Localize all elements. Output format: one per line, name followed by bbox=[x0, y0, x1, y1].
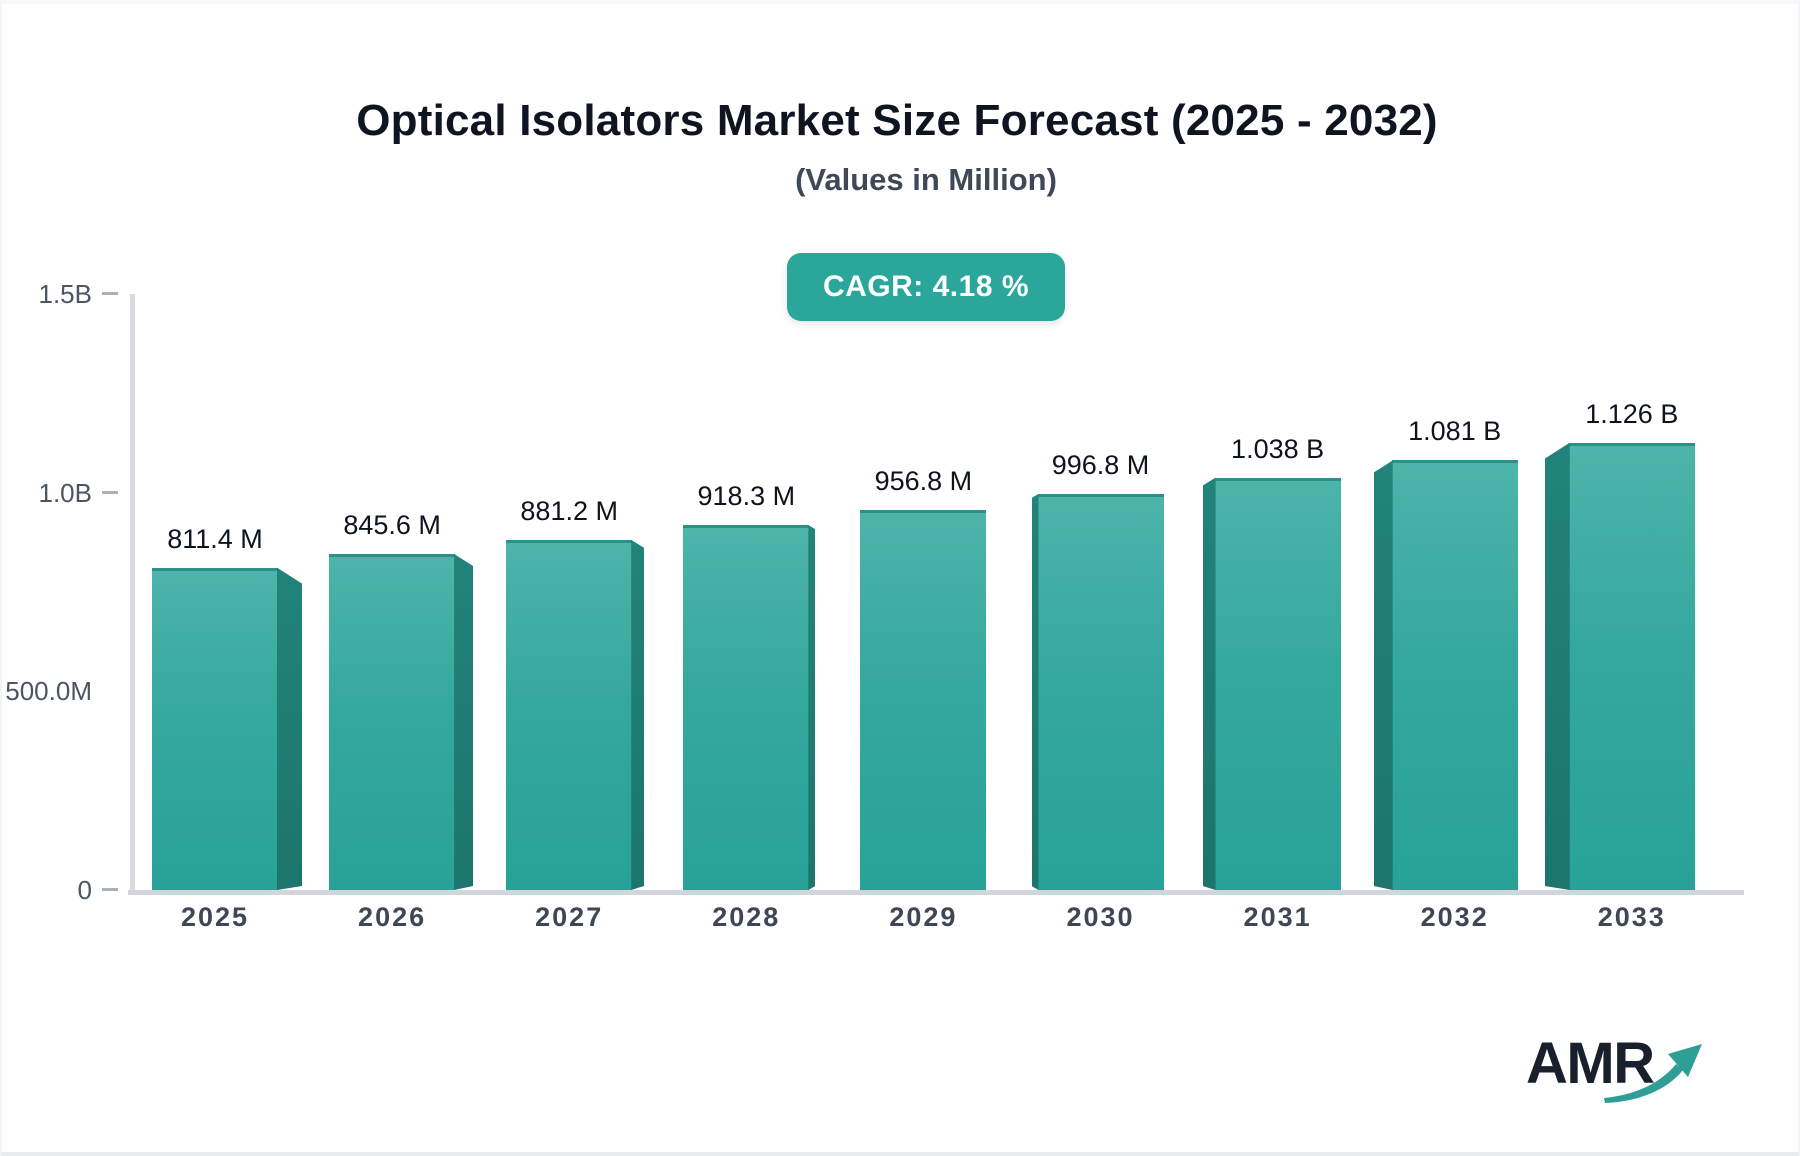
growth-arrow-icon bbox=[1604, 1044, 1702, 1103]
x-axis-label: 2030 bbox=[1066, 902, 1135, 932]
plot-area: 1.5B 1.0B 500.0M 0 811.4 M 2025 845.6 M 2026 881… bbox=[2, 4, 1798, 1152]
bar bbox=[1214, 477, 1341, 890]
amr-logo: AMR bbox=[1526, 1032, 1716, 1116]
bar-3d-side bbox=[808, 525, 815, 890]
y-axis-tick bbox=[102, 490, 118, 494]
bar bbox=[152, 567, 278, 890]
x-axis-label: 2029 bbox=[889, 902, 958, 932]
x-axis-label: 2028 bbox=[712, 902, 781, 932]
bar-value-label: 996.8 M bbox=[1051, 449, 1150, 480]
bar-3d-side bbox=[277, 568, 302, 890]
y-axis-label: 1.0B bbox=[38, 477, 93, 508]
cagr-badge-row: CAGR: 4.18 % bbox=[50, 253, 1798, 321]
bar-3d-side bbox=[631, 540, 644, 890]
bar-value-label: 918.3 M bbox=[697, 481, 796, 512]
bar-value-label: 1.038 B bbox=[1231, 433, 1325, 464]
x-axis-baseline bbox=[128, 890, 1744, 895]
y-axis-label: 500.0M bbox=[5, 676, 92, 707]
x-axis-label: 2025 bbox=[180, 902, 250, 932]
bar-value-label: 881.2 M bbox=[520, 495, 618, 526]
bar-3d-side bbox=[1203, 478, 1216, 890]
chart-subtitle: (Values in Million) bbox=[795, 162, 1057, 197]
x-axis-label: 2027 bbox=[535, 902, 604, 932]
bar-value-label: 845.6 M bbox=[343, 510, 441, 540]
x-axis-label: 2032 bbox=[1420, 902, 1489, 932]
bar-3d-side bbox=[1374, 460, 1393, 890]
bar bbox=[860, 509, 987, 890]
x-axis-label: 2033 bbox=[1597, 902, 1666, 932]
y-axis-label: 1.5B bbox=[38, 279, 93, 309]
bar bbox=[1391, 460, 1518, 890]
bar-3d-side bbox=[1032, 494, 1039, 890]
bar-value-label: 1.126 B bbox=[1585, 398, 1679, 429]
bar bbox=[506, 539, 633, 890]
bar bbox=[329, 554, 456, 890]
y-axis-line bbox=[130, 294, 135, 890]
bar bbox=[1037, 493, 1164, 890]
y-axis-tick bbox=[102, 292, 118, 295]
y-axis-tick bbox=[102, 888, 118, 891]
cagr-badge: CAGR: 4.18 % bbox=[786, 253, 1066, 321]
bar-3d-side bbox=[454, 554, 473, 890]
x-axis-label: 2026 bbox=[358, 902, 427, 932]
bar-value-label: 811.4 M bbox=[167, 523, 263, 554]
bar-value-label: 956.8 M bbox=[874, 465, 973, 496]
bar-value-label: 1.081 B bbox=[1408, 416, 1502, 447]
bar bbox=[1568, 442, 1695, 890]
bar-3d-side bbox=[1545, 443, 1570, 890]
x-axis-label: 2031 bbox=[1243, 902, 1312, 932]
amr-logo-text: AMR bbox=[1526, 1031, 1655, 1096]
chart-title: Optical Isolators Market Size Forecast (… bbox=[356, 96, 1438, 145]
y-axis-label: 0 bbox=[77, 875, 92, 905]
bar bbox=[683, 525, 810, 890]
